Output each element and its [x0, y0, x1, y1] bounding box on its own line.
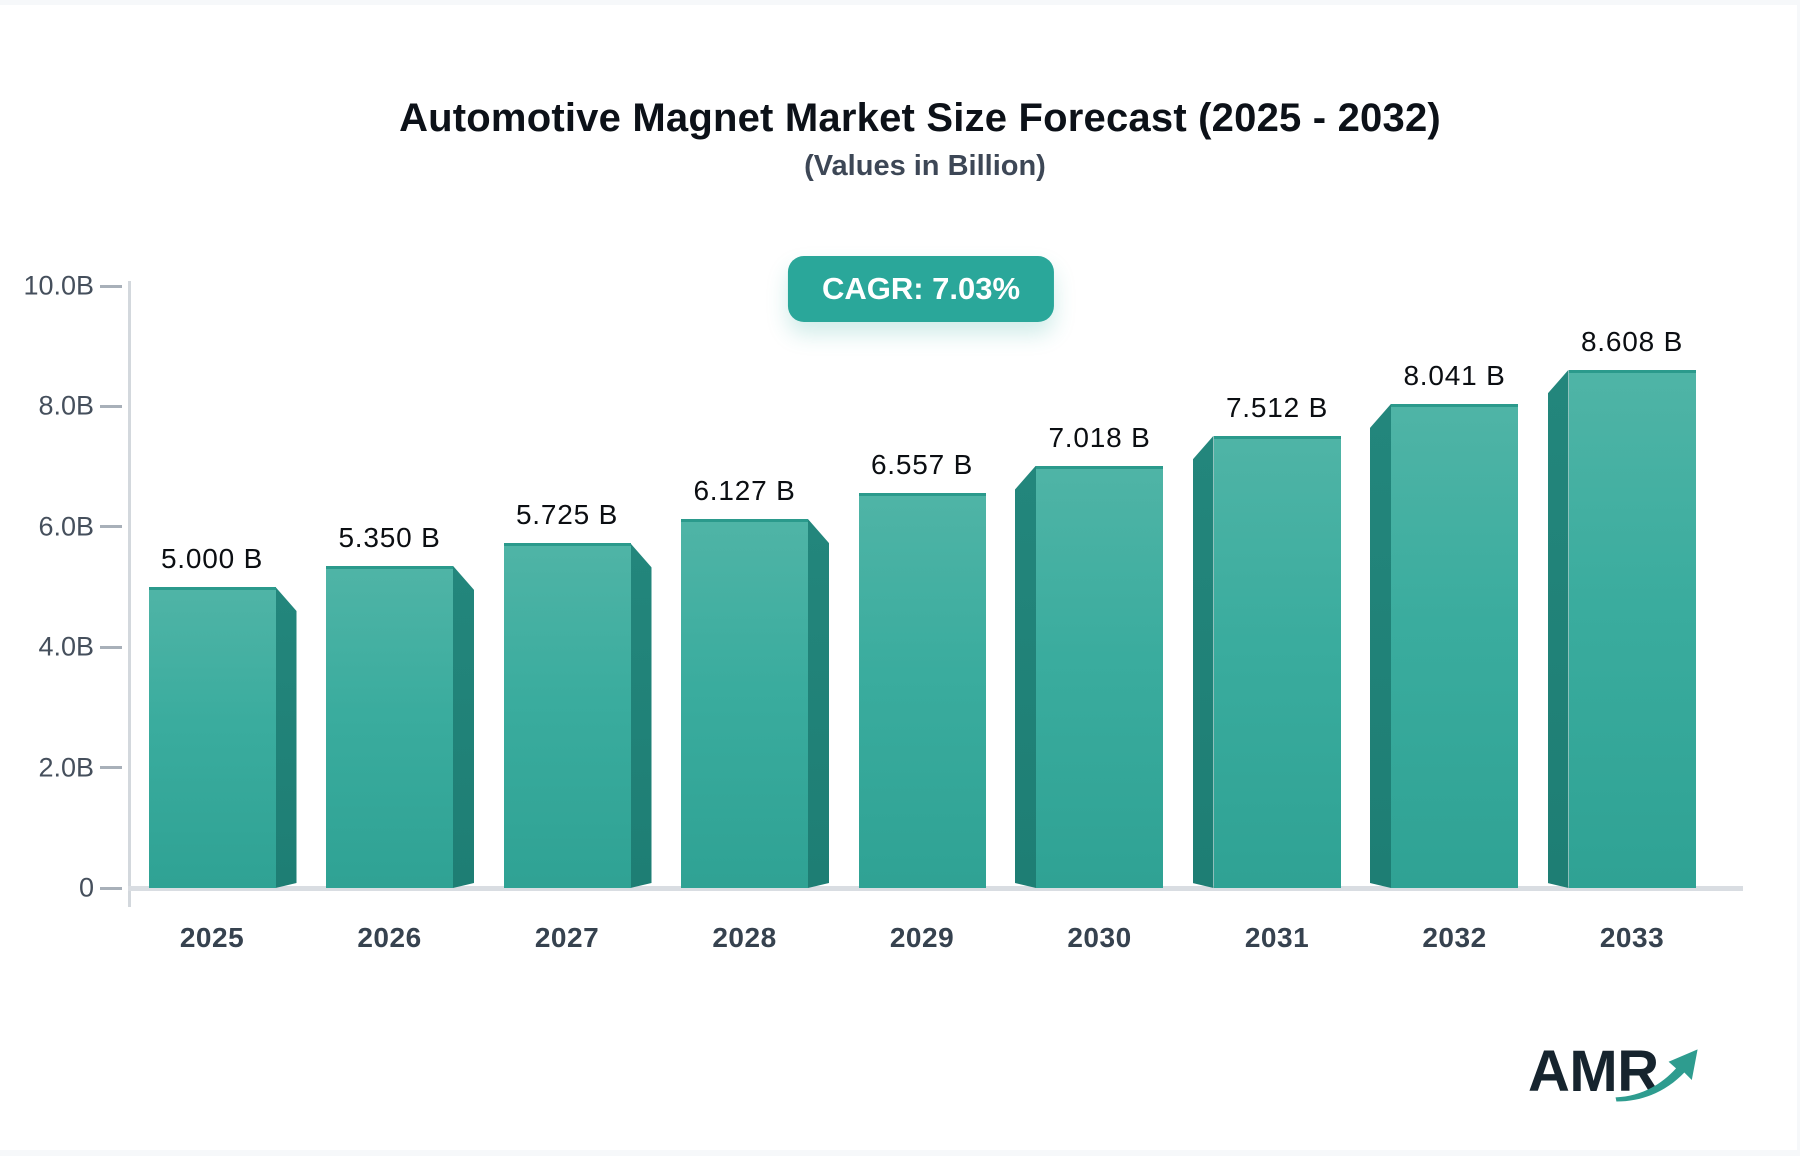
- bar-value-label: 6.557 B: [870, 449, 974, 481]
- x-axis-line: [128, 886, 1743, 891]
- y-axis-tick: [100, 525, 122, 529]
- bar-3d-side: [631, 543, 652, 888]
- y-axis-tick-label: 8.0B: [38, 390, 94, 421]
- bar: [1036, 465, 1163, 888]
- growth-arrow-icon: [1615, 1049, 1698, 1102]
- bar: [1391, 403, 1518, 888]
- y-axis-tick-label: 4.0B: [38, 631, 94, 662]
- bar-3d-side: [808, 519, 829, 888]
- bar: [1568, 369, 1696, 888]
- x-axis-label: 2028: [712, 922, 777, 953]
- bar-value-label: 5.350 B: [338, 521, 441, 553]
- bar-3d-side: [1193, 436, 1214, 888]
- bar-3d-side: [276, 587, 297, 888]
- bar-3d-side: [1548, 370, 1569, 888]
- x-axis-label: 2030: [1067, 922, 1132, 953]
- bar-value-label: 8.041 B: [1403, 359, 1506, 391]
- y-axis-tick: [100, 404, 122, 408]
- x-axis-label: 2029: [889, 922, 955, 953]
- x-axis-label: 2032: [1422, 922, 1487, 953]
- y-axis-tick: [100, 284, 122, 288]
- amr-logo: AMR: [1528, 1032, 1768, 1132]
- bar-value-label: 7.018 B: [1048, 421, 1151, 453]
- bar-value-label: 7.512 B: [1225, 391, 1329, 423]
- x-axis-label: 2031: [1244, 922, 1310, 953]
- bar: [148, 587, 276, 888]
- chart-subtitle: (Values in Billion): [804, 150, 1046, 182]
- y-axis-tick: [100, 766, 122, 770]
- y-axis-tick: [100, 645, 122, 649]
- bar-3d-side: [1015, 466, 1036, 888]
- cagr-badge: CAGR: 7.03%: [787, 256, 1055, 322]
- amr-logo-text: AMR: [1528, 1039, 1659, 1104]
- bar: [858, 493, 986, 888]
- y-axis-tick-label: 0: [78, 872, 94, 903]
- bar: [681, 519, 808, 888]
- bar: [503, 543, 631, 888]
- x-axis-label: 2033: [1599, 922, 1665, 953]
- y-axis-line: [128, 281, 131, 907]
- bar-value-label: 5.725 B: [515, 499, 619, 531]
- x-axis-label: 2025: [179, 922, 245, 953]
- chart-title: Automotive Magnet Market Size Forecast (…: [399, 96, 1441, 140]
- bar-value-label: 8.608 B: [1580, 325, 1684, 357]
- bar: [1213, 435, 1341, 888]
- y-axis-tick: [100, 886, 122, 890]
- bar: [326, 565, 453, 888]
- y-axis-tick-label: 6.0B: [38, 511, 94, 542]
- y-axis-tick-label: 2.0B: [38, 752, 94, 783]
- bar-3d-side: [453, 566, 474, 888]
- bar-value-label: 5.000 B: [160, 543, 264, 574]
- y-axis-tick-label: 10.0B: [23, 270, 94, 301]
- bar-3d-side: [1370, 404, 1391, 888]
- bar-value-label: 6.127 B: [693, 475, 796, 507]
- x-axis-label: 2027: [534, 922, 600, 953]
- x-axis-label: 2026: [357, 922, 422, 953]
